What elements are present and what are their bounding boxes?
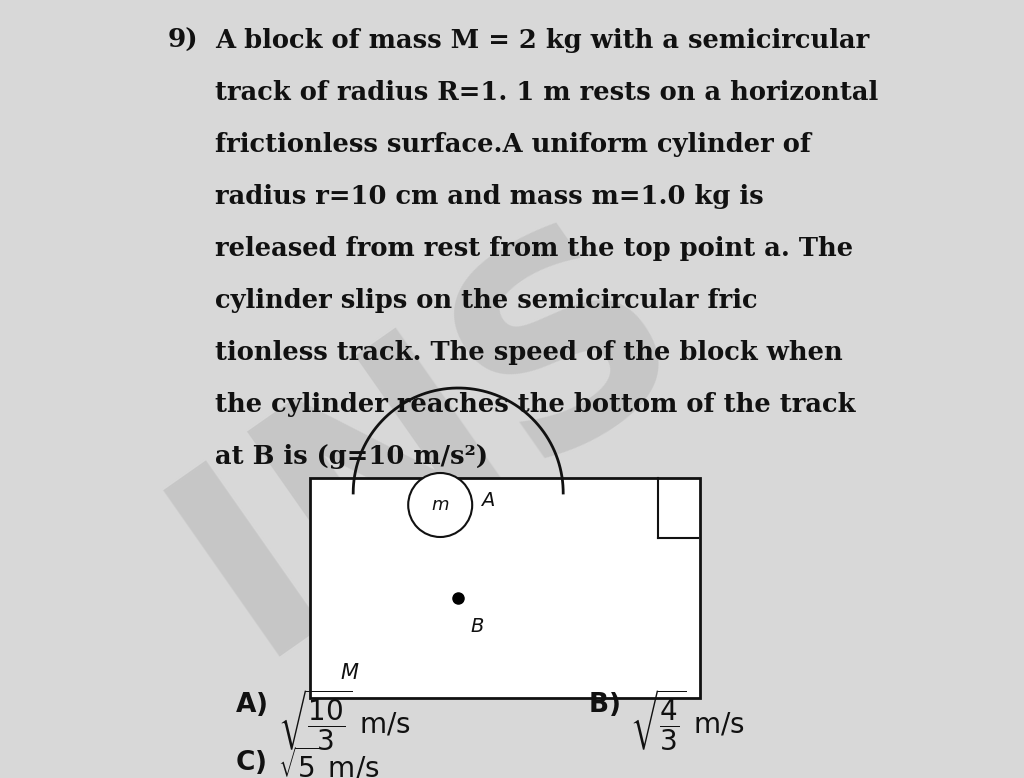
Text: track of radius R=1. 1 m rests on a horizontal: track of radius R=1. 1 m rests on a hori… bbox=[215, 80, 879, 105]
Text: INS: INS bbox=[133, 176, 727, 704]
Text: at B is (g=10 m/s²): at B is (g=10 m/s²) bbox=[215, 444, 488, 469]
Circle shape bbox=[409, 473, 472, 537]
Text: $M$: $M$ bbox=[340, 663, 359, 683]
Text: tionless track. The speed of the block when: tionless track. The speed of the block w… bbox=[215, 340, 843, 365]
Text: $\mathbf{C)}$: $\mathbf{C)}$ bbox=[234, 748, 266, 776]
Text: $m$: $m$ bbox=[431, 496, 450, 514]
Bar bbox=[310, 478, 700, 698]
Text: radius r=10 cm and mass m=1.0 kg is: radius r=10 cm and mass m=1.0 kg is bbox=[215, 184, 764, 209]
Text: released from rest from the top point a. The: released from rest from the top point a.… bbox=[215, 236, 853, 261]
Text: $B$: $B$ bbox=[470, 618, 484, 636]
Text: the cylinder reaches the bottom of the track: the cylinder reaches the bottom of the t… bbox=[215, 392, 855, 417]
Text: A block of mass M = 2 kg with a semicircular: A block of mass M = 2 kg with a semicirc… bbox=[215, 28, 869, 53]
Text: $\sqrt{5}\ \mathrm{m/s}$: $\sqrt{5}\ \mathrm{m/s}$ bbox=[278, 746, 380, 778]
Text: 9): 9) bbox=[168, 28, 199, 53]
Text: $\sqrt{\dfrac{4}{3}}\ \mathrm{m/s}$: $\sqrt{\dfrac{4}{3}}\ \mathrm{m/s}$ bbox=[630, 688, 745, 753]
Text: frictionless surface.A uniform cylinder of: frictionless surface.A uniform cylinder … bbox=[215, 132, 811, 157]
Text: cylinder slips on the semicircular fric: cylinder slips on the semicircular fric bbox=[215, 288, 758, 313]
Text: $\mathbf{B)}$: $\mathbf{B)}$ bbox=[588, 690, 620, 718]
Text: $A$: $A$ bbox=[480, 492, 496, 510]
Text: $\sqrt{\dfrac{10}{3}}\ \mathrm{m/s}$: $\sqrt{\dfrac{10}{3}}\ \mathrm{m/s}$ bbox=[278, 688, 411, 753]
Text: $\mathbf{A)}$: $\mathbf{A)}$ bbox=[234, 690, 267, 718]
